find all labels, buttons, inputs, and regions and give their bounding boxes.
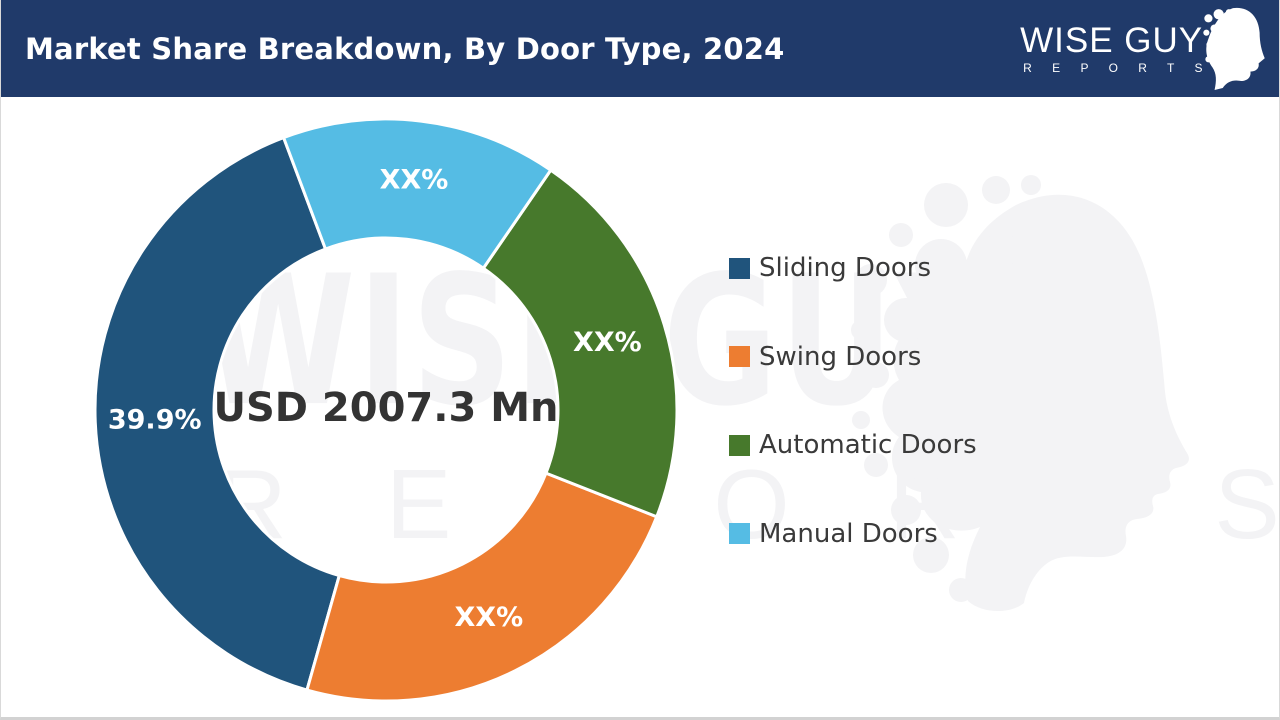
donut-segment-automatic-doors (481, 168, 679, 519)
legend-item-sliding-doors: Sliding Doors (729, 252, 977, 285)
segment-value-label: XX% (380, 165, 449, 196)
legend-label: Manual Doors (759, 518, 938, 549)
legend-label: Swing Doors (759, 341, 922, 372)
donut-segment-swing-doors (305, 471, 659, 703)
legend-swatch-swing-doors (729, 346, 750, 368)
donut-chart: 39.9% XX% XX% XX% (93, 117, 679, 703)
donut-segment-sliding-doors (93, 135, 342, 692)
brand-subtitle: R E P O R T S (1023, 60, 1211, 75)
legend-swatch-sliding-doors (729, 257, 750, 279)
page-title: Market Share Breakdown, By Door Type, 20… (25, 31, 785, 66)
legend-item-automatic-doors: Automatic Doors (729, 429, 977, 462)
header-bar: Market Share Breakdown, By Door Type, 20… (1, 0, 1279, 97)
legend-swatch-manual-doors (729, 523, 750, 545)
segment-value-label: 39.9% (108, 404, 202, 435)
legend-label: Automatic Doors (759, 430, 977, 460)
segment-value-label: XX% (573, 327, 642, 358)
legend-item-manual-doors: Manual Doors (729, 518, 977, 551)
donut-segment-manual-doors (281, 117, 553, 271)
brand-name: WISE GUY (1020, 20, 1204, 60)
legend-swatch-automatic-doors (729, 434, 750, 456)
brand-face-icon (1201, 4, 1265, 94)
brand-logo-text: WISE GUY R E P O R T S (1020, 23, 1211, 75)
chart-legend: Sliding Doors Swing Doors Automatic Door… (729, 252, 977, 550)
segment-value-label: XX% (454, 602, 523, 633)
legend-item-swing-doors: Swing Doors (729, 341, 977, 374)
watermark-face-icon (841, 150, 1201, 624)
legend-label: Sliding Doors (759, 253, 931, 283)
brand-logo: WISE GUY R E P O R T S (1020, 4, 1265, 94)
chart-center-value: USD 2007.3 Mn (213, 385, 559, 431)
